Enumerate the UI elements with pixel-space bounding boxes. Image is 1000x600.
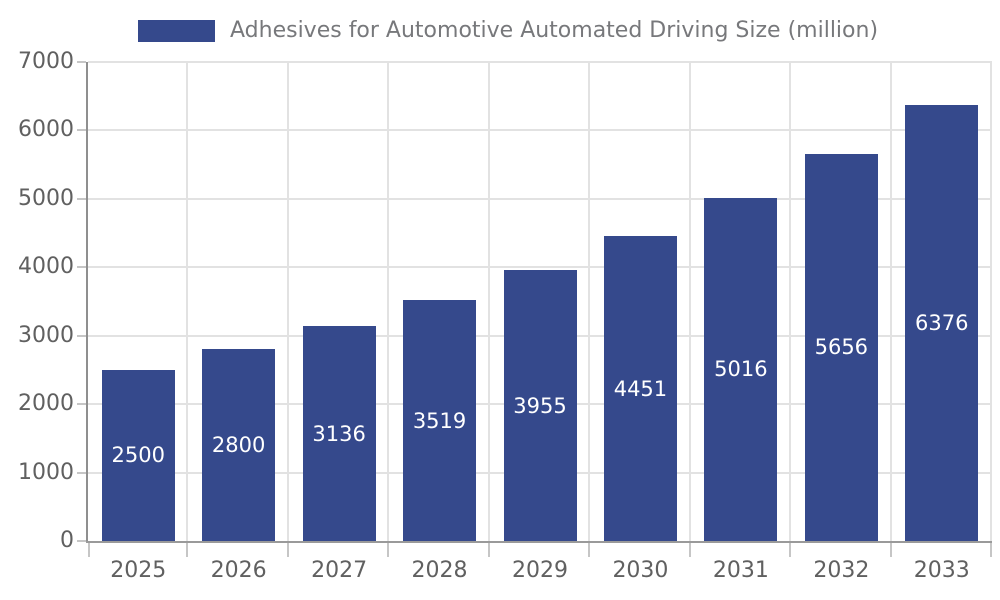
y-axis-tick: [77, 61, 86, 63]
bar[interactable]: [101, 369, 175, 541]
bar-value-label: 2800: [211, 433, 266, 458]
bar[interactable]: [603, 236, 677, 541]
bar[interactable]: [503, 270, 577, 541]
y-gridline: [88, 61, 992, 63]
x-gridline: [789, 62, 792, 541]
y-tick-label: 3000: [18, 322, 74, 348]
x-axis-tick: [387, 543, 390, 557]
y-gridline: [88, 197, 992, 200]
x-gridline: [588, 62, 591, 541]
bar-value-label: 3136: [312, 421, 366, 446]
x-axis-tick: [688, 543, 691, 557]
y-tick-label: 5000: [18, 185, 74, 211]
bar[interactable]: [302, 326, 376, 541]
bar-value-label: 2500: [111, 443, 165, 468]
bar-value-label: 5016: [714, 357, 768, 382]
legend: Adhesives for Automotive Automated Drivi…: [138, 18, 878, 43]
x-gridline: [286, 62, 289, 541]
x-tick-label: 2029: [511, 558, 568, 583]
x-axis-tick: [588, 543, 591, 557]
bar-value-label: 5656: [814, 335, 869, 360]
bar[interactable]: [804, 153, 878, 541]
bar[interactable]: [202, 349, 276, 541]
x-tick-label: 2033: [913, 558, 970, 583]
y-axis-tick: [77, 540, 86, 542]
x-axis-tick: [889, 543, 892, 557]
x-tick-label: 2030: [612, 558, 669, 583]
y-tick-label: 6000: [18, 117, 74, 143]
x-axis-line: [86, 541, 992, 543]
y-axis-line: [86, 62, 88, 541]
x-axis-tick: [789, 543, 792, 557]
legend-swatch[interactable]: [138, 19, 215, 42]
y-axis-tick: [77, 403, 86, 406]
x-tick-label: 2026: [210, 558, 267, 583]
bar-value-label: 6376: [915, 310, 969, 335]
bar[interactable]: [905, 104, 979, 541]
x-gridline: [487, 62, 490, 541]
y-axis-tick: [77, 471, 86, 474]
x-axis-tick: [186, 543, 189, 557]
x-tick-label: 2028: [411, 558, 468, 583]
x-tick-label: 2025: [110, 558, 167, 583]
x-gridline: [387, 62, 390, 541]
y-tick-label: 1000: [18, 459, 74, 485]
x-gridline: [688, 62, 691, 541]
legend-label: Adhesives for Automotive Automated Drivi…: [230, 18, 879, 43]
bar-value-label: 3955: [513, 393, 567, 418]
y-gridline: [88, 129, 992, 132]
x-gridline: [990, 62, 992, 541]
y-axis-tick: [77, 129, 86, 132]
bar[interactable]: [403, 300, 477, 541]
y-axis-tick: [77, 334, 86, 337]
bar-value-label: 4451: [613, 376, 668, 401]
y-tick-label: 7000: [18, 49, 74, 74]
y-axis-tick: [77, 197, 86, 200]
y-axis-tick: [77, 266, 86, 269]
x-axis-tick: [88, 543, 90, 557]
x-tick-label: 2031: [712, 558, 769, 583]
bar[interactable]: [704, 197, 778, 541]
y-tick-label: 0: [60, 528, 74, 553]
x-axis-tick: [286, 543, 289, 557]
x-tick-label: 2032: [813, 558, 870, 583]
bar-value-label: 3519: [412, 408, 467, 433]
y-gridline: [88, 266, 992, 269]
y-tick-label: 4000: [18, 254, 74, 280]
x-axis-tick: [487, 543, 490, 557]
x-gridline: [186, 62, 189, 541]
x-tick-label: 2027: [311, 558, 368, 583]
y-tick-label: 2000: [18, 391, 74, 417]
plot-area: 0 1000 2000 3000 4000 5000 6000 7000 2500 2025 280…: [18, 49, 992, 583]
x-gridline: [889, 62, 892, 541]
x-axis-tick: [990, 543, 992, 557]
